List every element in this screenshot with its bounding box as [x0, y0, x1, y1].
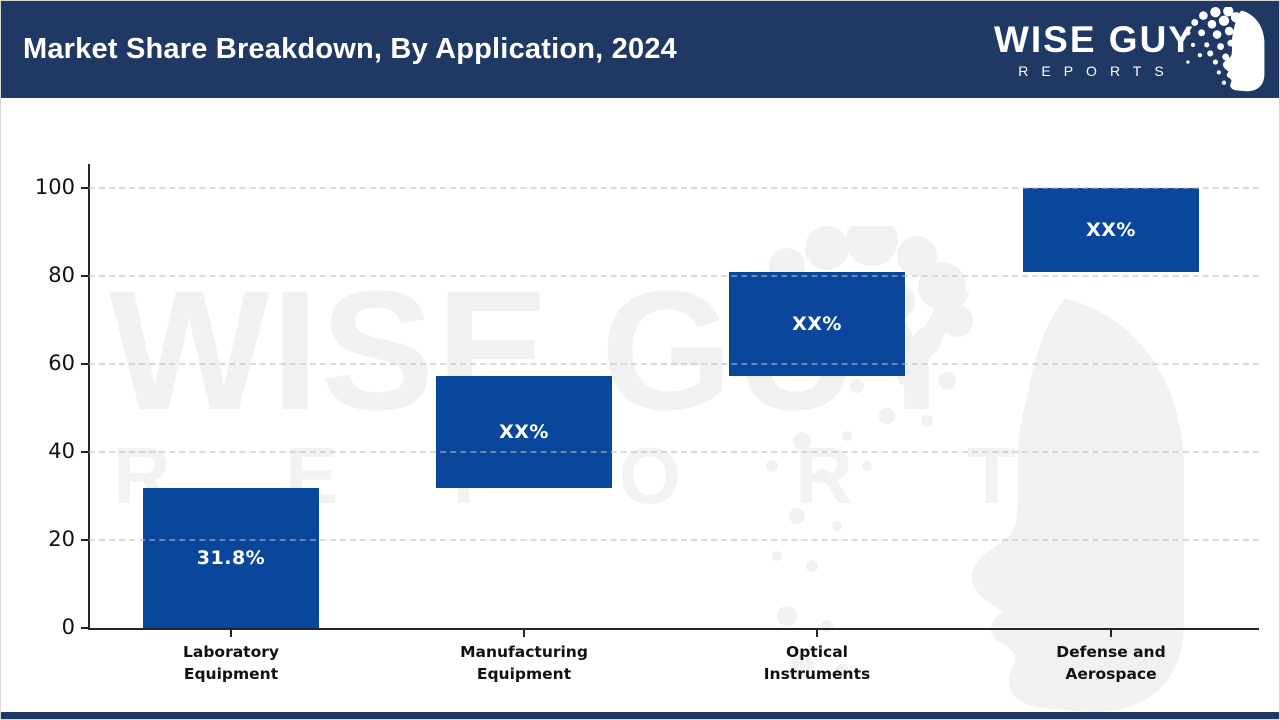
- bar-value-label: 31.8%: [196, 547, 266, 570]
- y-axis: [88, 164, 90, 630]
- y-tick-60: [81, 363, 89, 365]
- logo-head-icon: [1181, 6, 1267, 93]
- gridline-60: [89, 363, 1259, 365]
- bar-laboratory-equipment: 31.8%: [143, 488, 319, 628]
- y-tick-label-80: 80: [48, 263, 75, 287]
- category-label-line: Instruments: [763, 664, 871, 683]
- bar-optical-instruments: XX%: [729, 272, 905, 377]
- x-tick-optical-instruments: [816, 630, 818, 637]
- header: Market Share Breakdown, By Application, …: [1, 1, 1279, 98]
- x-tick-manufacturing-equipment: [523, 630, 525, 637]
- y-tick-40: [81, 451, 89, 453]
- x-tick-defense-and-aerospace: [1110, 630, 1112, 637]
- logo-wordmark: WISE GUY REPORTS: [994, 21, 1195, 78]
- y-tick-label-40: 40: [48, 439, 75, 463]
- category-label-line: Equipment: [183, 664, 279, 683]
- bar-manufacturing-equipment: XX%: [436, 376, 612, 489]
- x-tick-laboratory-equipment: [230, 630, 232, 637]
- y-tick-label-20: 20: [48, 527, 75, 551]
- footer-bar: [1, 712, 1279, 719]
- category-label-line: Laboratory: [183, 643, 279, 661]
- x-axis: [88, 628, 1259, 630]
- chart-area: WISE GUY R E P O R T S: [1, 98, 1279, 714]
- y-tick-80: [81, 275, 89, 277]
- y-tick-label-60: 60: [48, 351, 75, 375]
- gridline-80: [89, 275, 1259, 277]
- bar-defense-and-aerospace: XX%: [1023, 188, 1199, 273]
- gridline-20: [89, 539, 1259, 541]
- y-tick-20: [81, 539, 89, 541]
- bar-value-label: XX%: [1086, 219, 1136, 242]
- chart-title: Market Share Breakdown, By Application, …: [23, 33, 677, 65]
- category-label-defense-and-aerospace: Defense and Aerospace: [991, 642, 1231, 685]
- logo-line2: REPORTS: [1018, 63, 1177, 79]
- category-label-laboratory-equipment: Laboratory Equipment: [111, 642, 351, 685]
- category-label-line: Aerospace: [1065, 664, 1157, 683]
- category-label-line: Equipment: [476, 664, 572, 683]
- category-label-manufacturing-equipment: Manufacturing Equipment: [404, 642, 644, 685]
- gridline-40: [89, 451, 1259, 453]
- logo-line1: WISE GUY: [993, 19, 1195, 60]
- gridline-100: [89, 187, 1259, 189]
- y-tick-label-0: 0: [61, 615, 75, 639]
- category-label-optical-instruments: Optical Instruments: [697, 642, 937, 685]
- wise-guy-logo: WISE GUY REPORTS: [994, 6, 1267, 93]
- category-label-line: Defense and: [1056, 643, 1166, 661]
- bar-value-label: XX%: [792, 313, 842, 336]
- category-label-line: Manufacturing: [460, 643, 588, 661]
- plot-area: 0 20 40 60 80 100 31.8% Laboratory Equipment XX% M…: [1, 98, 1279, 714]
- y-tick-0: [81, 627, 89, 629]
- bar-value-label: XX%: [499, 421, 549, 444]
- y-tick-100: [81, 187, 89, 189]
- category-label-line: Optical: [786, 643, 848, 661]
- y-tick-label-100: 100: [34, 175, 75, 199]
